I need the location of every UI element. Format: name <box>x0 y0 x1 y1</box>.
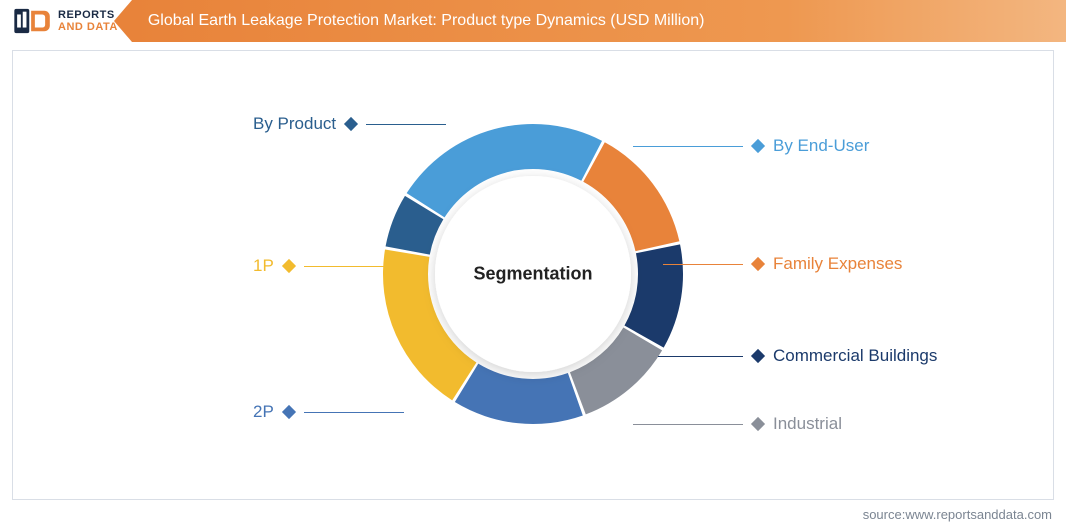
diamond-icon <box>751 139 765 153</box>
logo-line2: AND DATA <box>58 21 118 33</box>
segment-label-text: 1P <box>253 256 274 276</box>
donut-segment-2p <box>455 364 583 424</box>
segment-label-industrial: Industrial <box>633 414 842 434</box>
leader-line <box>658 356 743 357</box>
segment-label-text: By Product <box>253 114 336 134</box>
segment-label-family-expenses: Family Expenses <box>663 254 902 274</box>
donut-center-label: Segmentation <box>473 264 592 285</box>
diamond-icon <box>751 257 765 271</box>
diamond-icon <box>344 117 358 131</box>
segment-label-by-product: By Product <box>253 114 446 134</box>
leader-line <box>304 266 394 267</box>
leader-line <box>663 264 743 265</box>
donut-chart: Segmentation By End-UserFamily ExpensesC… <box>193 84 873 464</box>
chart-title: Global Earth Leakage Protection Market: … <box>148 12 705 30</box>
leader-line <box>633 146 743 147</box>
segment-label-text: Commercial Buildings <box>773 346 937 366</box>
chart-title-bar: Global Earth Leakage Protection Market: … <box>132 0 1066 42</box>
segment-label-by-end-user: By End-User <box>633 136 869 156</box>
diamond-icon <box>282 259 296 273</box>
diamond-icon <box>282 405 296 419</box>
leader-line <box>633 424 743 425</box>
reports-data-logo-icon <box>14 7 52 35</box>
segment-label-text: By End-User <box>773 136 869 156</box>
logo-line1: REPORTS <box>58 9 118 21</box>
source-note: source:www.reportsanddata.com <box>863 507 1052 522</box>
segment-label-text: 2P <box>253 402 274 422</box>
segment-label-2p: 2P <box>253 402 404 422</box>
diamond-icon <box>751 349 765 363</box>
logo-text: REPORTS AND DATA <box>58 9 118 33</box>
leader-line <box>366 124 446 125</box>
logo-block: REPORTS AND DATA <box>0 0 132 42</box>
segment-label-text: Family Expenses <box>773 254 902 274</box>
segment-label-commercial-buildings: Commercial Buildings <box>658 346 937 366</box>
chart-area: Segmentation By End-User Family Expenses C… <box>0 62 1066 486</box>
segment-label-1p: 1P <box>253 256 394 276</box>
diamond-icon <box>751 417 765 431</box>
header-bar: REPORTS AND DATA Global Earth Leakage Pr… <box>0 0 1066 42</box>
segment-label-text: Industrial <box>773 414 842 434</box>
leader-line <box>304 412 404 413</box>
